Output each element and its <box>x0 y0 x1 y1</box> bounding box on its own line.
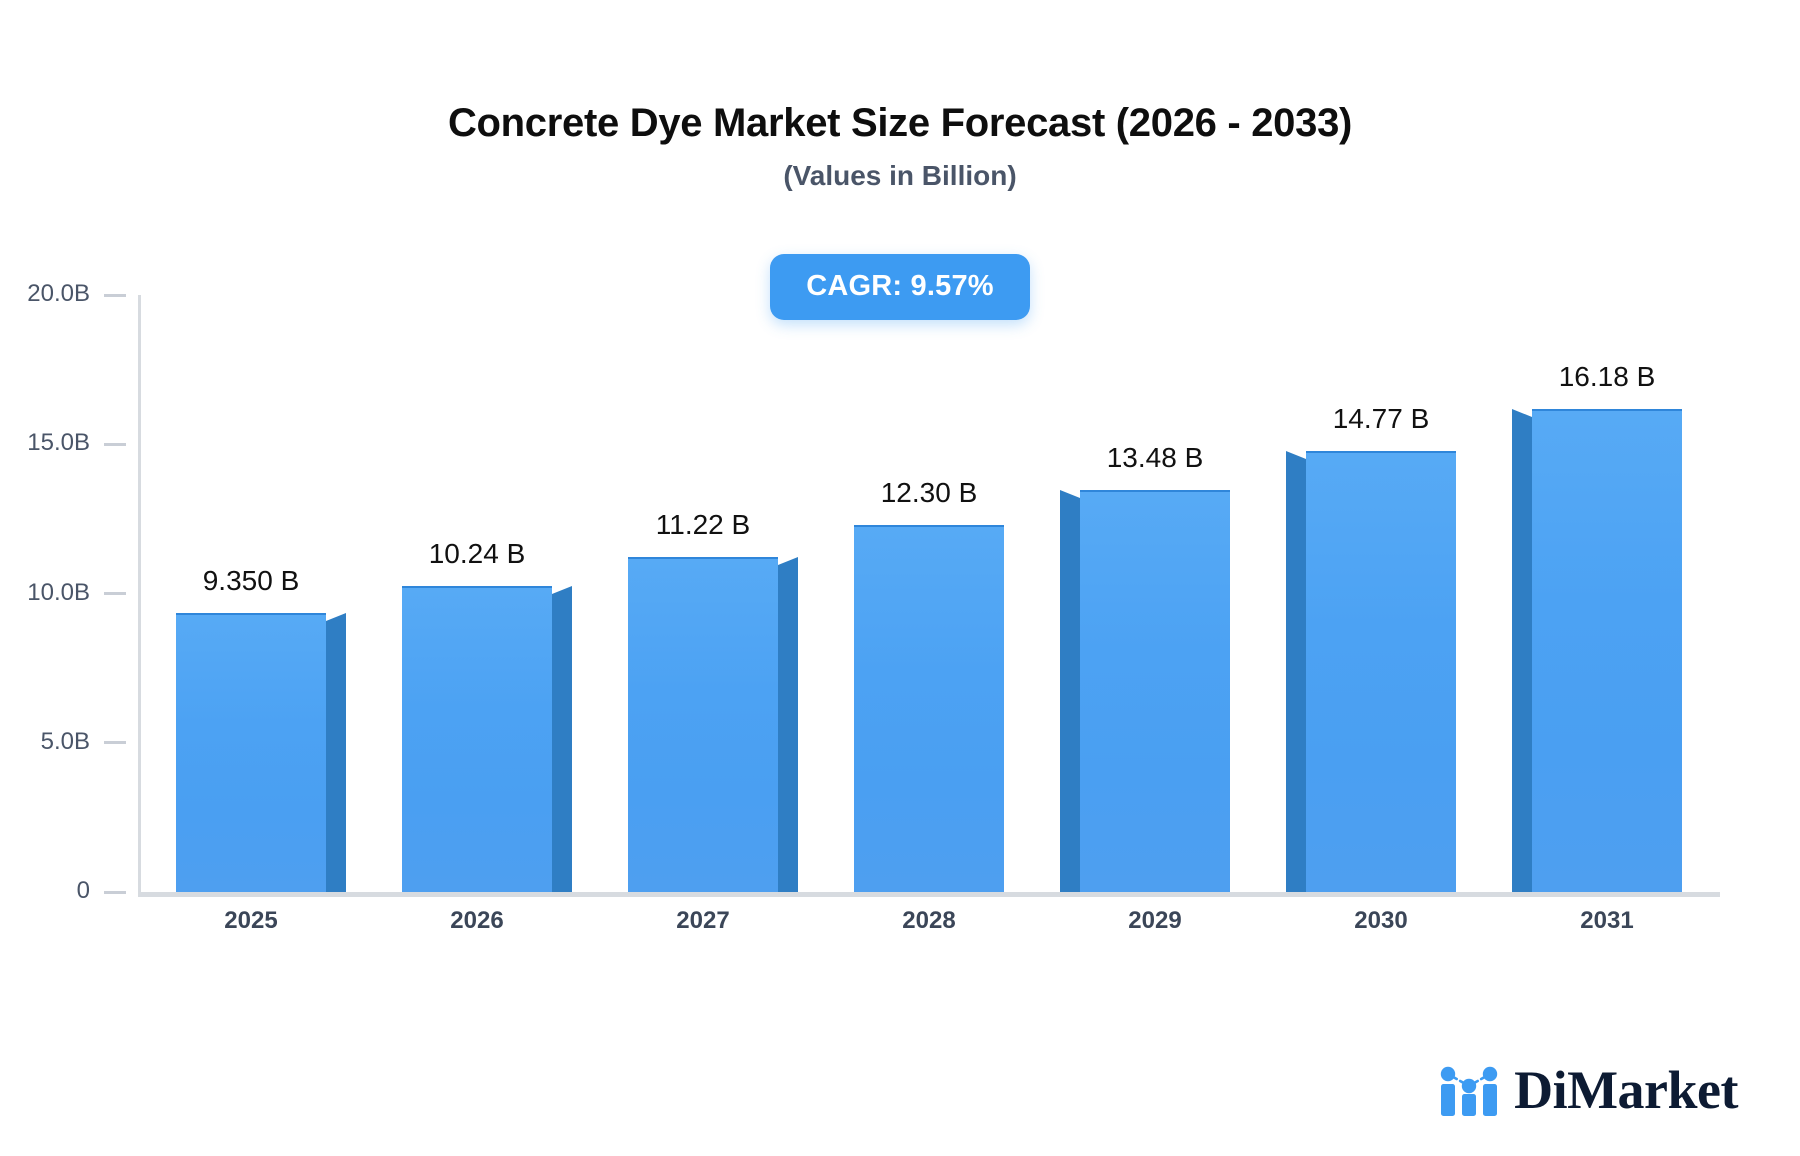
bar-value-label-2025: 9.350 B <box>202 564 300 596</box>
x-tick-label-2025: 2025 <box>224 907 278 934</box>
y-axis-line <box>138 295 141 892</box>
y-tick-dash <box>104 592 126 595</box>
bar-2029[interactable] <box>1060 489 1230 892</box>
bar-top-bevel <box>778 557 798 566</box>
plot-area: 0 5.0B 10.0B 15.0B 20.0B 9.350 B 10.24 B 11.22… <box>27 280 1720 934</box>
bar-front-face <box>1306 451 1456 892</box>
bar-top-bevel <box>1286 451 1306 460</box>
bar-2028[interactable] <box>854 524 1004 892</box>
bar-top-bevel <box>1060 489 1080 498</box>
bar-front-face <box>854 524 1004 892</box>
bar-2027[interactable] <box>628 557 798 892</box>
bar-top-bevel <box>1512 409 1532 418</box>
bar-top-bevel <box>552 586 572 595</box>
x-tick-label-2027: 2027 <box>676 907 730 934</box>
bar-value-label-2026: 10.24 B <box>428 538 526 570</box>
bar-side-face <box>1512 417 1532 892</box>
y-tick-dash <box>104 741 126 745</box>
bar-2025[interactable] <box>176 612 346 892</box>
bar-2031[interactable] <box>1512 409 1682 892</box>
y-tick-label: 20.0B <box>27 280 90 307</box>
x-axis-line <box>138 892 1720 897</box>
x-tick-label-2031: 2031 <box>1580 907 1634 934</box>
bar-top-bevel <box>326 612 346 621</box>
bar-side-face <box>778 565 798 892</box>
bar-side-face <box>326 620 346 892</box>
page-title: Concrete Dye Market Size Forecast (2026 … <box>447 101 1353 145</box>
bar-side-face <box>1060 497 1080 892</box>
bar-front-face <box>1532 409 1682 892</box>
bar-front-face <box>628 557 778 892</box>
title-block: Concrete Dye Market Size Forecast (2026 … <box>0 100 1800 192</box>
bar-2030[interactable] <box>1286 451 1456 892</box>
bar-front-face <box>1080 489 1230 892</box>
y-tick-label: 5.0B <box>40 727 90 755</box>
x-tick-label-2030: 2030 <box>1354 907 1408 934</box>
brand-logo[interactable]: DiMarket <box>1438 1062 1738 1118</box>
x-tick-label-2029: 2029 <box>1128 907 1182 934</box>
bar-side-face <box>552 594 572 892</box>
bar-value-label-2031: 16.18 B <box>1558 361 1656 393</box>
bar-front-face <box>402 586 552 892</box>
bar-value-label-2029: 13.48 B <box>1106 441 1204 473</box>
x-tick-label-2028: 2028 <box>902 907 956 934</box>
bar-value-label-2028: 12.30 B <box>880 476 978 508</box>
bar-value-label-2030: 14.77 B <box>1332 403 1430 435</box>
bar-side-face <box>1286 459 1306 892</box>
cagr-badge-wrapper: CAGR: 9.57% <box>0 254 1800 320</box>
y-tick-dash <box>104 442 126 446</box>
y-tick-label: 10.0B <box>27 578 90 606</box>
y-tick-dash <box>104 890 126 894</box>
x-tick-label-2026: 2026 <box>450 907 504 934</box>
bar-2026[interactable] <box>402 586 572 892</box>
brand-name: DiMarket <box>1514 1060 1738 1120</box>
page-subtitle: (Values in Billion) <box>783 160 1017 191</box>
cagr-status-badge[interactable]: CAGR: 9.57% <box>770 254 1030 320</box>
bar-front-face <box>176 612 326 892</box>
y-tick-label: 15.0B <box>27 429 90 457</box>
bar-value-label-2027: 11.22 B <box>655 509 751 541</box>
y-tick-label: 0 <box>76 877 90 904</box>
bar-chart-logo-icon <box>1440 1066 1498 1116</box>
y-tick-dash <box>104 293 126 297</box>
